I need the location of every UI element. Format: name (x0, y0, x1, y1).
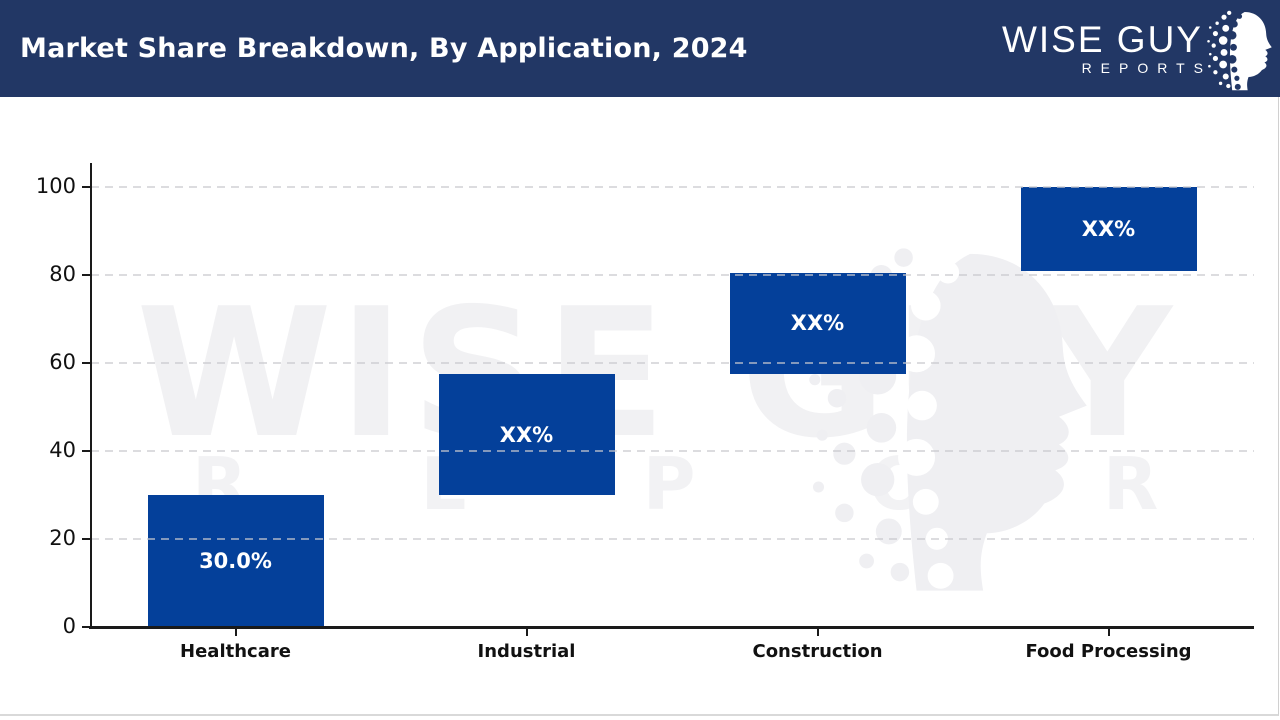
ytick-label-80: 80 (49, 262, 76, 286)
bar-value-label: 30.0% (199, 549, 272, 573)
header-bar: Market Share Breakdown, By Application, … (0, 0, 1280, 97)
xtick-label-3: Food Processing (1025, 641, 1192, 662)
xtick-label-0: Healthcare (180, 641, 291, 662)
ytick-mark-80 (82, 274, 90, 276)
xtick-mark-2 (816, 628, 819, 636)
y-axis-line (90, 163, 92, 629)
gridline-y80 (91, 274, 1254, 276)
bar-industrial: XX% (438, 374, 615, 495)
x-axis-line (89, 626, 1254, 629)
ytick-mark-0 (82, 626, 90, 628)
logo-brand-name: WISE GUY (1001, 18, 1203, 60)
ytick-mark-40 (82, 450, 90, 452)
gridline-y40 (91, 450, 1254, 452)
ytick-mark-60 (82, 362, 90, 364)
gridline-y60 (91, 362, 1254, 364)
bar-construction: XX% (729, 272, 906, 374)
ytick-label-60: 60 (49, 350, 76, 374)
xtick-label-1: Industrial (477, 641, 576, 662)
bar-value-label: XX% (790, 311, 845, 336)
wiseguy-logo-text: WISE GUY REPORTS (1001, 18, 1203, 77)
xtick-mark-1 (525, 628, 528, 636)
xtick-mark-0 (234, 628, 237, 636)
ytick-mark-100 (82, 186, 90, 188)
page-title: Market Share Breakdown, By Application, … (20, 33, 748, 64)
bar-healthcare: 30.0% (147, 495, 324, 627)
xtick-mark-3 (1107, 628, 1110, 636)
logo-brand-subtitle: REPORTS (1081, 60, 1212, 77)
watermark-text-2: R E P O R T S (192, 442, 1280, 526)
bar-food-processing: XX% (1020, 187, 1197, 271)
ytick-mark-20 (82, 538, 90, 540)
head-profile-icon (1205, 6, 1274, 92)
gridline-y100 (91, 186, 1254, 188)
ytick-label-40: 40 (49, 438, 76, 462)
wiseguy-logo: WISE GUY REPORTS (1002, 0, 1274, 97)
bar-value-label: XX% (499, 422, 554, 447)
ytick-label-0: 0 (62, 614, 76, 638)
xtick-label-2: Construction (752, 641, 883, 662)
ytick-label-100: 100 (35, 174, 76, 198)
ytick-label-20: 20 (49, 526, 76, 550)
gridline-y20 (91, 538, 1254, 540)
bar-value-label: XX% (1081, 216, 1136, 241)
